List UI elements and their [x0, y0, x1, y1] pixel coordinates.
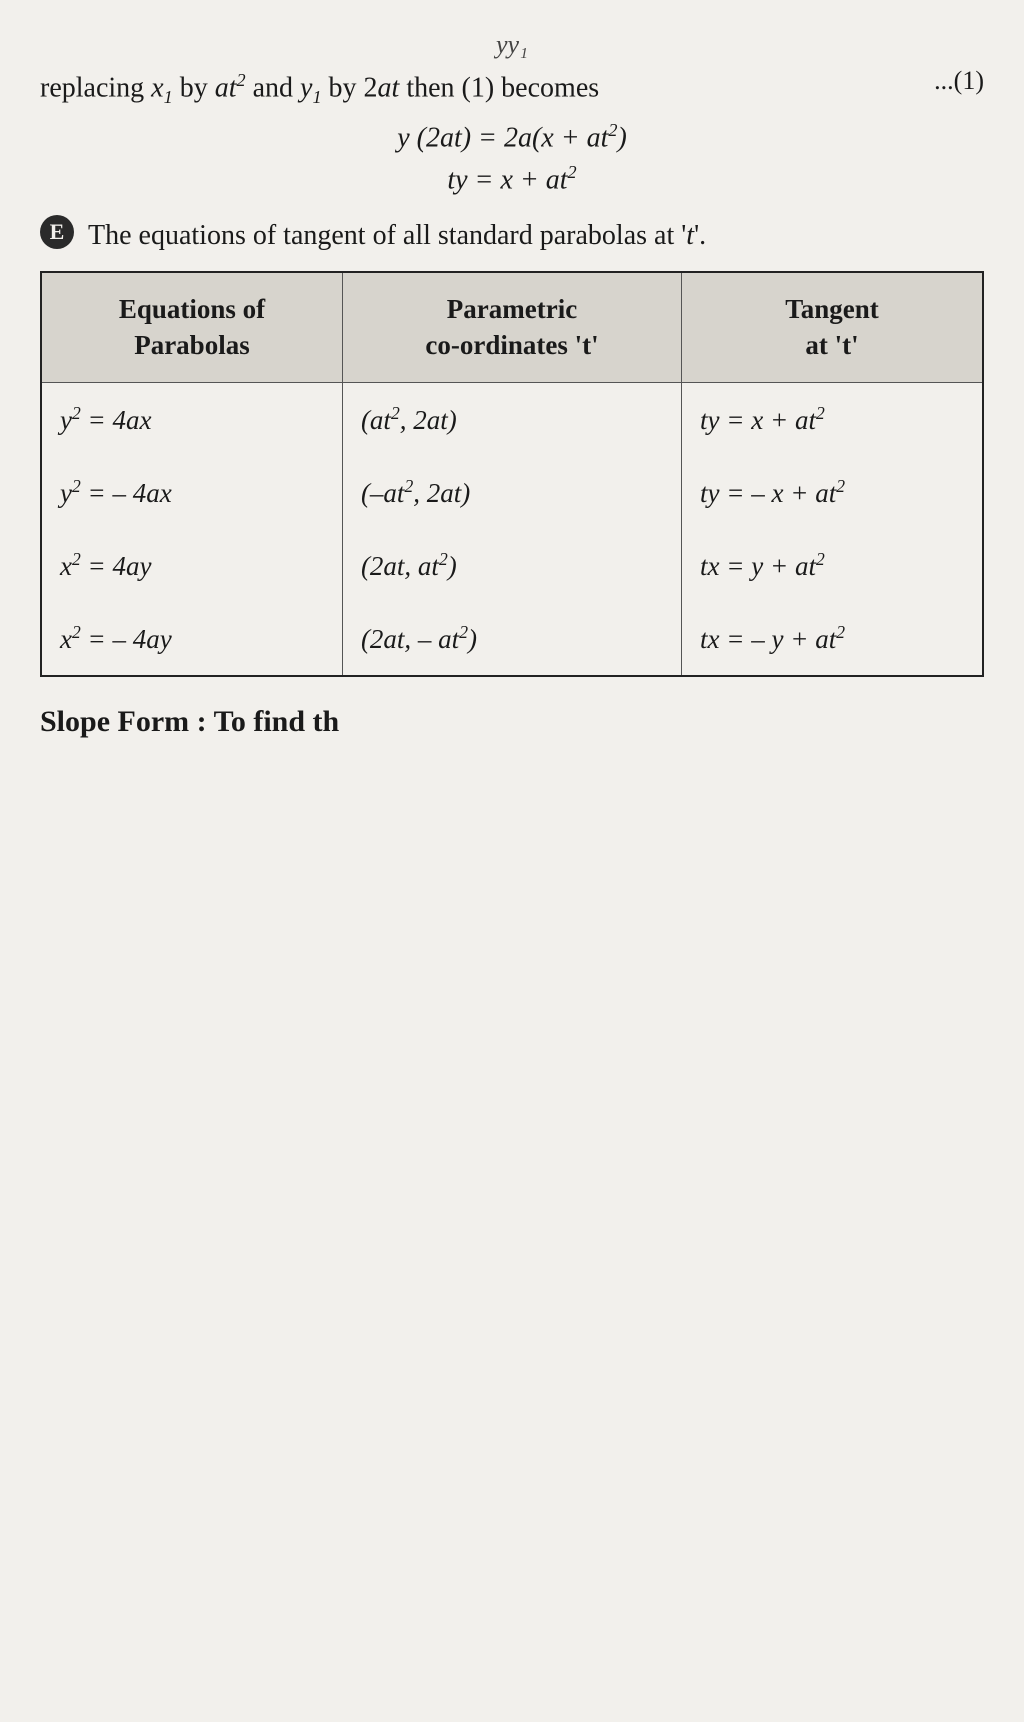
r1c2a: ty = – x + at [700, 478, 836, 508]
r2c1a: (2at, at [361, 551, 439, 581]
h2l1: Parametric [447, 294, 577, 324]
cell-tan: ty = – x + at2 [682, 456, 983, 529]
r2c0c: = 4ay [81, 551, 152, 581]
eq-line-1: y (2at) = 2a(x + at2) [40, 120, 984, 154]
r3c0b: 2 [72, 622, 81, 642]
r0c0b: 2 [72, 403, 81, 423]
intro-mid2: and [246, 72, 300, 103]
r3c0a: x [60, 624, 72, 654]
h3l1: Tangent [785, 294, 879, 324]
bullet-post: '. [694, 220, 706, 251]
intro-y1: y [300, 72, 312, 103]
cell-eq: y2 = – 4ax [41, 456, 342, 529]
r0c2a: ty = x + at [700, 405, 816, 435]
cell-coord: (at2, 2at) [342, 382, 681, 456]
table-row: x2 = 4ay (2at, at2) tx = y + at2 [41, 529, 983, 602]
r2c1c: ) [448, 551, 457, 581]
r1c1a: (–at [361, 478, 405, 508]
cell-coord: (2at, at2) [342, 529, 681, 602]
h2l2: co-ordinates 't' [425, 330, 598, 360]
h3l2: at 't' [805, 330, 858, 360]
table-body: y2 = 4ax (at2, 2at) ty = x + at2 y2 = – … [41, 382, 983, 676]
h1l2: Parabolas [134, 330, 250, 360]
bullet-row: E The equations of tangent of all standa… [40, 215, 984, 257]
intro-mid1: by [173, 72, 215, 103]
r1c1c: , 2at) [413, 478, 470, 508]
intro-y1-sub: 1 [312, 87, 321, 107]
bullet-pre: The equations of tangent of all standard… [88, 220, 686, 251]
ref-marker: ...(1) [934, 66, 984, 96]
cell-tan: ty = x + at2 [682, 382, 983, 456]
r1c0b: 2 [72, 476, 81, 496]
r1c2b: 2 [836, 476, 845, 496]
r0c2b: 2 [816, 403, 825, 423]
r2c0a: x [60, 551, 72, 581]
r2c2b: 2 [816, 549, 825, 569]
bullet-text: The equations of tangent of all standard… [88, 215, 706, 257]
intro-line: replacing x1 by at2 and y1 by 2at then (… [40, 66, 984, 112]
r3c1a: (2at, – at [361, 624, 459, 654]
r3c0c: = – 4ay [81, 624, 172, 654]
intro-mid4: then (1) becomes [399, 72, 599, 103]
r1c0c: = – 4ax [81, 478, 172, 508]
intro-at2: at [215, 72, 237, 103]
cut-top-text: yy₁ [496, 30, 528, 59]
table-row: x2 = – 4ay (2at, – at2) tx = – y + at2 [41, 602, 983, 676]
cell-tan: tx = y + at2 [682, 529, 983, 602]
r0c1b: 2 [391, 403, 400, 423]
r2c1b: 2 [439, 549, 448, 569]
r3c2b: 2 [836, 622, 845, 642]
header-equations: Equations of Parabolas [41, 272, 342, 382]
r3c1c: ) [468, 624, 477, 654]
r2c2a: tx = y + at [700, 551, 816, 581]
cut-top-fragment: yy₁ [40, 30, 984, 60]
table-row: y2 = – 4ax (–at2, 2at) ty = – x + at2 [41, 456, 983, 529]
bullet-icon: E [40, 215, 74, 249]
intro-x1: x [151, 72, 163, 103]
r3c2a: tx = – y + at [700, 624, 836, 654]
intro-2at: at [378, 72, 400, 103]
bullet-t: t [686, 220, 694, 251]
intro-at2-sup: 2 [236, 70, 245, 90]
cell-eq: y2 = 4ax [41, 382, 342, 456]
cell-coord: (–at2, 2at) [342, 456, 681, 529]
cell-tan: tx = – y + at2 [682, 602, 983, 676]
header-tangent: Tangent at 't' [682, 272, 983, 382]
intro-x1-sub: 1 [164, 87, 173, 107]
r0c0c: = 4ax [81, 405, 152, 435]
r1c0a: y [60, 478, 72, 508]
eq2-lhs: ty = x + at [447, 165, 567, 196]
r3c1b: 2 [459, 622, 468, 642]
cell-eq: x2 = 4ay [41, 529, 342, 602]
r1c1b: 2 [404, 476, 413, 496]
eq2-sup: 2 [568, 162, 577, 182]
r2c0b: 2 [72, 549, 81, 569]
h1l1: Equations of [119, 294, 265, 324]
cell-eq: x2 = – 4ay [41, 602, 342, 676]
eq1-close: ) [617, 122, 626, 153]
header-parametric: Parametric co-ordinates 't' [342, 272, 681, 382]
r0c0a: y [60, 405, 72, 435]
bullet-glyph: E [50, 219, 65, 245]
eq-line-2: ty = x + at2 [40, 162, 984, 196]
r0c1c: , 2at) [400, 405, 457, 435]
parabola-table: Equations of Parabolas Parametric co-ord… [40, 271, 984, 677]
table-row: y2 = 4ax (at2, 2at) ty = x + at2 [41, 382, 983, 456]
r0c1a: (at [361, 405, 391, 435]
eq1-lhs: y (2at) = 2a(x + at [397, 122, 608, 153]
page-container: yy₁ ...(1) replacing x1 by at2 and y1 by… [0, 0, 1024, 759]
footer-fragment: Slope Form : To find th [40, 705, 984, 739]
intro-pre: replacing [40, 72, 151, 103]
intro-mid3: by 2 [322, 72, 378, 103]
cell-coord: (2at, – at2) [342, 602, 681, 676]
table-header-row: Equations of Parabolas Parametric co-ord… [41, 272, 983, 382]
